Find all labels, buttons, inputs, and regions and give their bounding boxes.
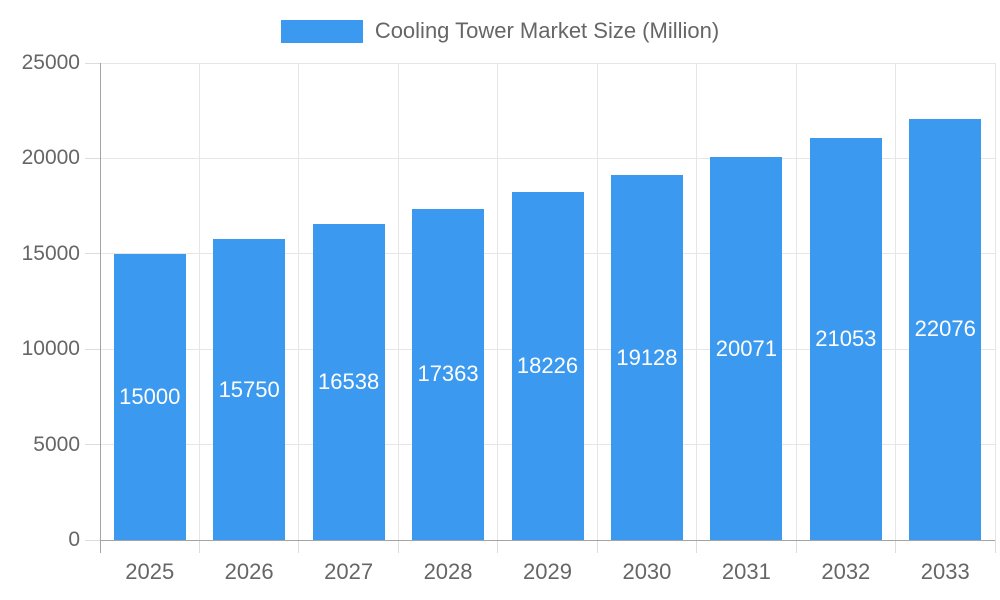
x-tick-mark (198, 540, 200, 553)
x-tick-label: 2026 (224, 559, 274, 584)
bar-2030[interactable]: 19128 (610, 175, 683, 540)
x-tick-mark (298, 540, 300, 553)
x-tick-mark (696, 540, 698, 553)
x-gridline (895, 63, 897, 540)
bar-value-label: 16538 (318, 369, 380, 395)
x-gridline (596, 63, 598, 540)
bar-value-label: 20071 (715, 335, 777, 361)
x-tick-label: 2030 (622, 559, 672, 584)
bar-value-label: 21053 (815, 326, 877, 352)
bar-2026[interactable]: 15750 (213, 239, 286, 540)
bar-2027[interactable]: 16538 (312, 224, 385, 540)
x-tick-mark (795, 540, 797, 553)
x-gridline (795, 63, 797, 540)
bar-2028[interactable]: 17363 (412, 208, 485, 540)
bar-value-label: 15000 (119, 383, 181, 409)
y-tick-label: 5000 (33, 432, 80, 456)
bar-2033[interactable]: 22076 (909, 118, 982, 540)
x-axis-line (100, 539, 995, 541)
bar-2029[interactable]: 18226 (511, 192, 584, 540)
y-tick-mark (85, 539, 100, 541)
x-gridline (497, 63, 499, 540)
x-tick-label: 2028 (423, 559, 473, 584)
x-tick-label: 2025 (125, 559, 175, 584)
bar-value-label: 22076 (914, 316, 976, 342)
y-tick-label: 10000 (21, 337, 80, 361)
y-tick-label: 20000 (21, 146, 80, 170)
y-tick-mark (85, 62, 100, 64)
bar-value-label: 19128 (616, 344, 678, 370)
x-gridline (397, 63, 399, 540)
bar-2031[interactable]: 20071 (710, 157, 783, 540)
y-tick-label: 15000 (21, 241, 80, 265)
legend-label: Cooling Tower Market Size (Million) (374, 18, 720, 43)
legend-swatch-icon (280, 19, 363, 43)
y-tick-label: 25000 (21, 51, 80, 74)
y-tick-mark (85, 157, 100, 159)
x-gridline (198, 63, 200, 540)
bar-2032[interactable]: 21053 (809, 138, 882, 540)
x-tick-mark (596, 540, 598, 553)
x-tick-mark (497, 540, 499, 553)
x-tick-mark (895, 540, 897, 553)
y-gridline (100, 62, 995, 64)
y-tick-mark (85, 253, 100, 255)
y-axis-line (99, 63, 101, 553)
x-tick-mark (397, 540, 399, 553)
x-gridline (696, 63, 698, 540)
y-tick-mark (85, 348, 100, 350)
y-tick-mark (85, 444, 100, 446)
bar-2025[interactable]: 15000 (113, 253, 186, 540)
y-tick-label: 0 (68, 528, 80, 551)
x-gridline (994, 63, 996, 540)
x-gridline (298, 63, 300, 540)
x-tick-label: 2031 (721, 559, 771, 584)
x-tick-mark (994, 540, 996, 553)
bar-value-label: 18226 (516, 353, 579, 379)
bar-value-label: 17363 (417, 361, 479, 387)
x-tick-label: 2027 (324, 559, 374, 584)
bar-value-label: 15750 (218, 376, 280, 402)
x-tick-label: 2033 (920, 559, 970, 584)
x-tick-label: 2032 (821, 559, 871, 584)
y-gridline (100, 157, 995, 159)
chart-legend[interactable]: Cooling Tower Market Size (Million) (0, 16, 1000, 46)
x-tick-label: 2029 (523, 559, 572, 584)
